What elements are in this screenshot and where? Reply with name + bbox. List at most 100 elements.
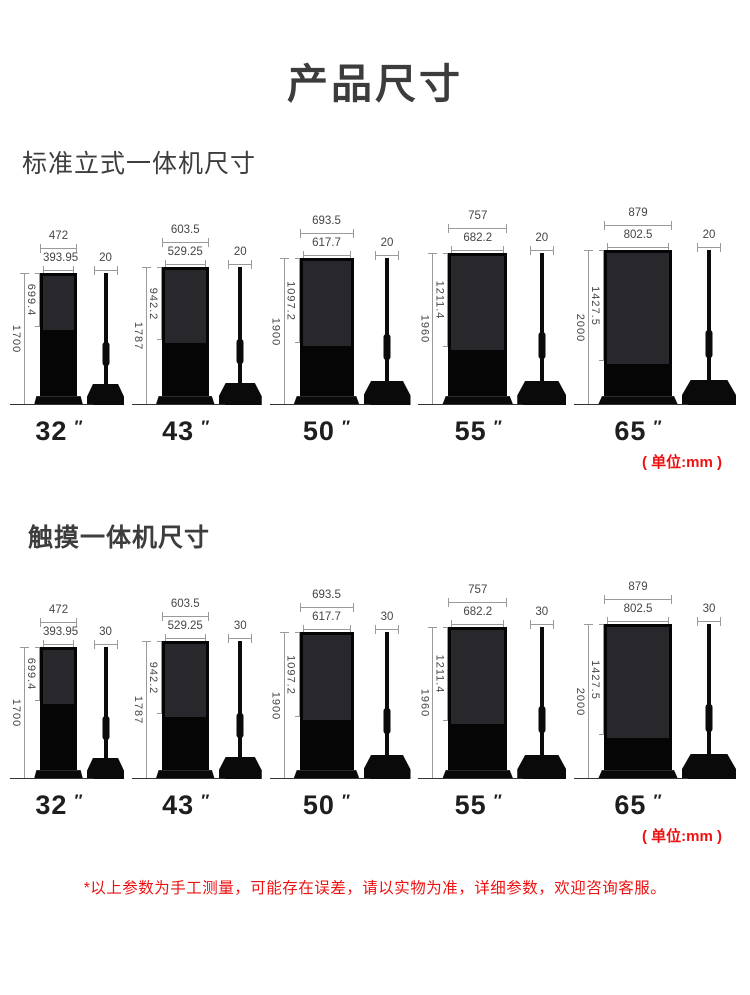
outer-width-dimension: 757: [448, 209, 508, 233]
screen-width-dimension-line: [164, 634, 206, 643]
page-title: 产品尺寸: [287, 61, 463, 107]
size-label: 50 ″: [303, 790, 350, 821]
size-label: 65 ″: [614, 790, 661, 821]
screen-height-value: 699.4: [25, 655, 37, 693]
screen-height-value: 1211.4: [433, 278, 446, 322]
outer-width-value: 603.5: [170, 598, 200, 610]
kiosk-front-pedestal: [34, 396, 83, 405]
size-inches-number: 50: [302, 790, 335, 820]
side-view-body: [517, 627, 567, 779]
disclaimer-footnote: *以上参数为手工测量，可能存在误差，请以实物为准，详细参数，欢迎咨询客服。: [83, 880, 667, 897]
side-pole: [707, 250, 711, 388]
unit-note-standard: ( 单位:mm ): [642, 454, 722, 471]
screen-width-dimension: 682.2: [451, 605, 505, 629]
screen-height-dimension-line: [599, 624, 608, 735]
outer-height-value: 2000: [574, 685, 586, 718]
outer-height-dimension: 1900: [269, 632, 289, 779]
thickness-dimension-line: [228, 634, 253, 643]
thickness-dimension: 20: [529, 231, 554, 255]
kiosk-front-pedestal: [293, 770, 360, 779]
kiosk-screen: [164, 644, 206, 717]
outer-height-value: 1700: [10, 322, 22, 356]
kiosk-front-body: [598, 624, 678, 779]
kiosk-row-standard: 1700 699.4 472 393.95: [0, 206, 750, 449]
screen-width-value: 529.25: [167, 620, 203, 632]
outer-width-dimension-line: [604, 221, 672, 230]
inch-mark: ″: [653, 791, 662, 810]
screen-height-dimension: 1427.5: [589, 624, 608, 779]
outer-width-value: 757: [468, 210, 488, 222]
ground-line: [574, 404, 688, 405]
kiosk-diagram: 1960 1211.4 757 682.2: [418, 209, 567, 449]
kiosk-front-body: [155, 641, 215, 779]
side-base: [87, 758, 124, 779]
screen-width-dimension-line: [43, 266, 74, 275]
screen-width-dimension: 617.7: [302, 610, 351, 634]
ground-line: [418, 404, 524, 405]
size-inches-number: 32: [35, 790, 68, 820]
screen-height-value: 1097.2: [284, 653, 297, 697]
side-base: [218, 757, 262, 779]
front-view: 879 802.5: [598, 206, 678, 405]
screen-width-dimension: 802.5: [607, 228, 669, 252]
outer-height-value: 1787: [131, 693, 144, 727]
side-pole: [539, 627, 544, 763]
side-base: [218, 383, 262, 405]
kiosk-front-body: [155, 267, 215, 405]
thickness-dimension-line: [228, 260, 253, 269]
screen-height-dimension: 942.2: [146, 267, 166, 405]
outer-height-dimension: 1960: [418, 627, 438, 779]
screen-width-value: 802.5: [623, 603, 653, 615]
outer-width-dimension-line: [161, 612, 209, 621]
screen-width-value: 617.7: [312, 611, 341, 623]
outer-height-dimension: 1700: [10, 273, 29, 405]
outer-width-value: 603.5: [170, 224, 200, 236]
screen-height-dimension: 699.4: [25, 273, 44, 405]
screen-width-dimension: 393.95: [43, 625, 78, 649]
outer-width-dimension-line: [40, 618, 77, 627]
thickness-dimension: 30: [375, 610, 399, 634]
screen-width-dimension: 682.2: [451, 231, 505, 255]
outer-width-dimension: 693.5: [299, 214, 354, 238]
screen-height-value: 1211.4: [433, 652, 446, 696]
screen-width-dimension: 802.5: [607, 602, 669, 626]
outer-width-value: 472: [48, 230, 69, 242]
ground-line: [418, 778, 524, 779]
thickness-value: 30: [99, 626, 112, 638]
screen-height-dimension-line: [156, 641, 166, 714]
front-view: 603.5 529.25: [155, 597, 215, 779]
screen-height-dimension-line: [294, 632, 304, 717]
screen-height-dimension: 942.2: [146, 641, 166, 779]
size-label: 50 ″: [303, 416, 350, 447]
kiosk-views: 2000 1427.5 879 802.5: [574, 580, 736, 779]
side-pole: [238, 641, 243, 765]
side-pole: [103, 647, 108, 766]
size-label: 32 ″: [35, 790, 82, 821]
kiosk-diagram: 1700 699.4 472 393.95: [10, 229, 124, 449]
screen-width-value: 802.5: [623, 229, 653, 241]
outer-width-dimension-line: [448, 598, 508, 607]
screen-height-value: 942.2: [146, 285, 159, 323]
side-pole: [238, 267, 243, 391]
kiosk-screen: [43, 650, 74, 704]
kiosk-diagram: 2000 1427.5 879 802.5: [574, 206, 736, 449]
outer-height-value: 1700: [10, 696, 22, 730]
thickness-dimension-line: [529, 620, 554, 629]
kiosk-front-pedestal: [598, 770, 678, 779]
outer-width-dimension-line: [161, 238, 209, 247]
ground-line: [10, 404, 93, 405]
front-view: 757 682.2: [442, 583, 514, 779]
thickness-dimension-line: [93, 640, 118, 649]
outer-width-dimension: 879: [604, 580, 672, 604]
size-inches-number: 43: [162, 416, 195, 446]
product-dimensions-page: { "page": { "title": "产品尺寸", "footnote":…: [0, 50, 750, 995]
thickness-value: 20: [99, 252, 112, 264]
thickness-value: 20: [535, 232, 549, 244]
section-title-touch: 触摸一体机尺寸: [28, 524, 211, 552]
thickness-dimension: 20: [228, 245, 253, 269]
screen-height-dimension: 1097.2: [284, 632, 304, 779]
ground-line: [131, 404, 225, 405]
thickness-dimension: 20: [93, 251, 118, 275]
side-base: [87, 384, 124, 405]
kiosk-front-pedestal: [155, 396, 215, 405]
